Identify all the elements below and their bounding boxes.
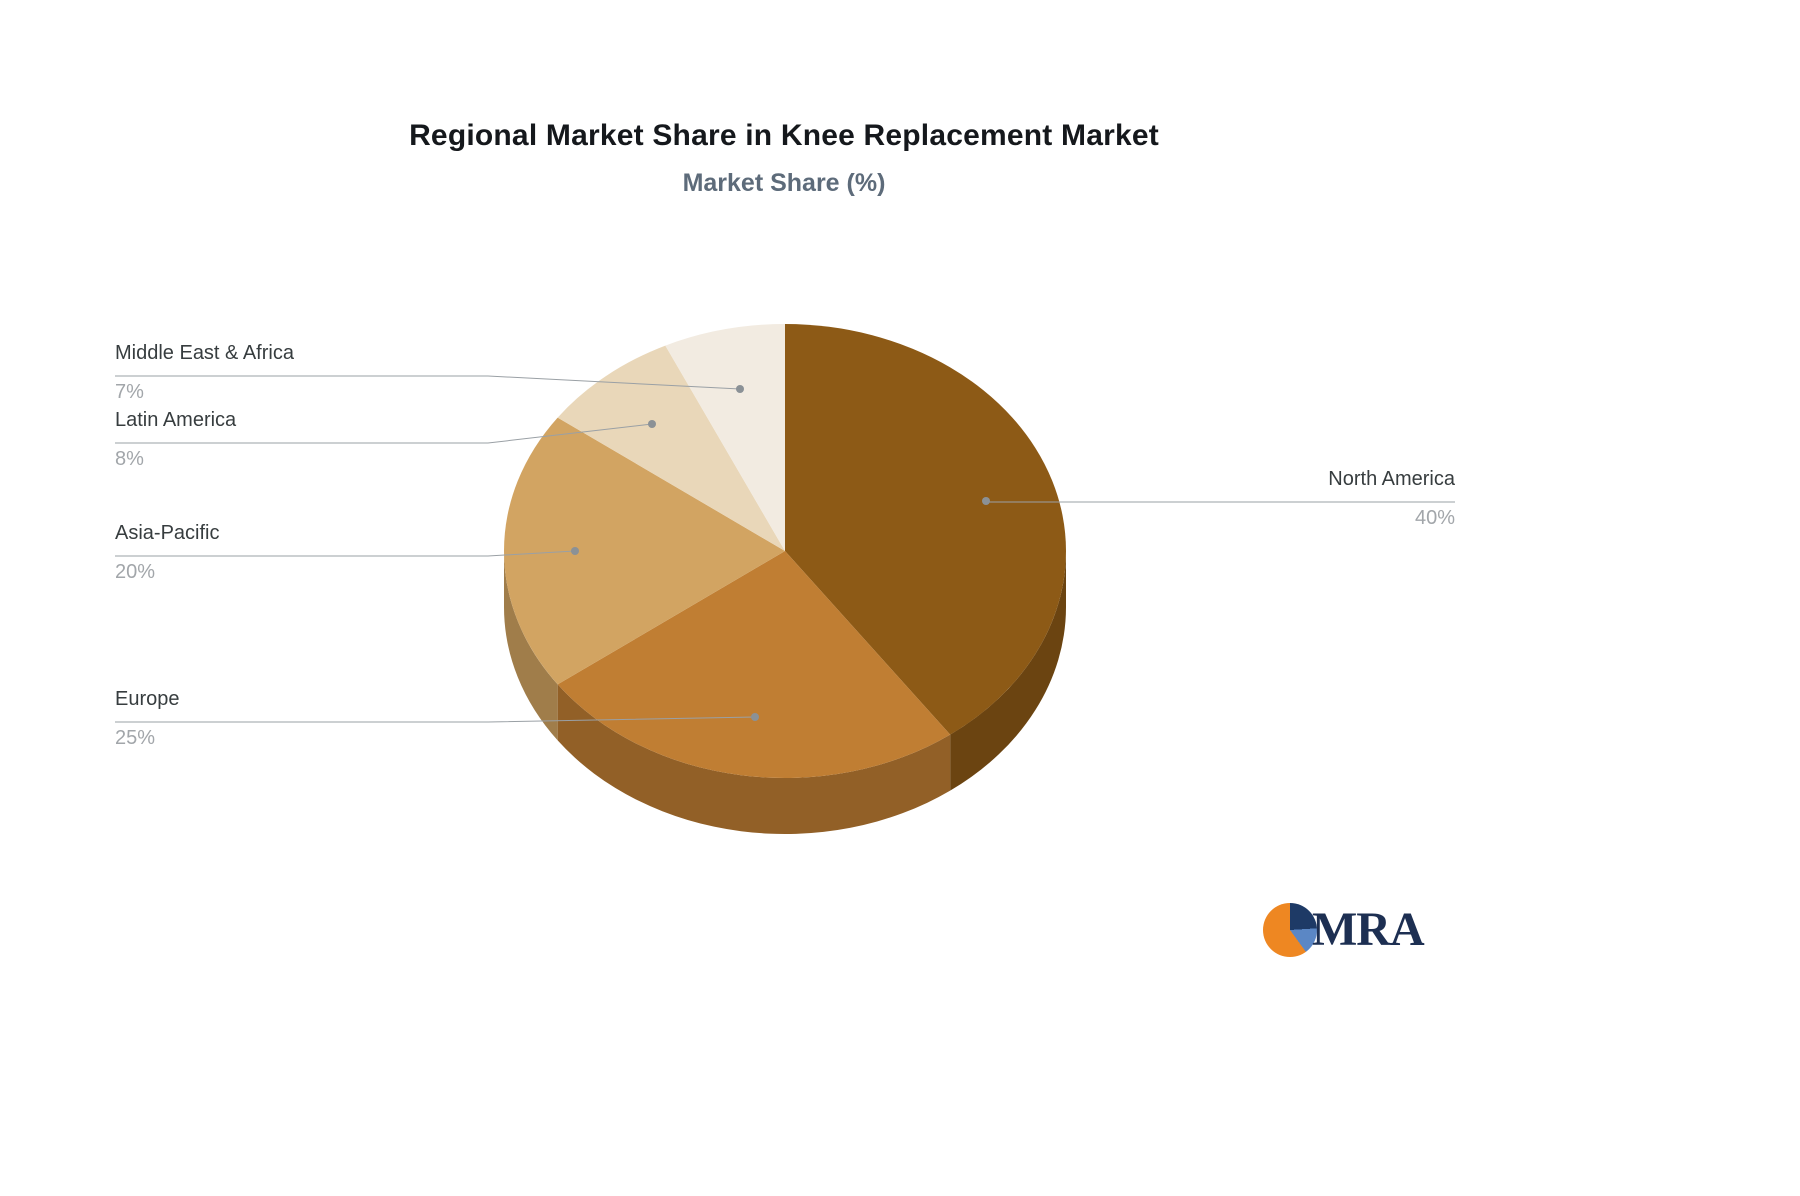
pie-slice-middle-east-and-africa[interactable] — [665, 324, 785, 551]
pie-slice-europe[interactable] — [557, 551, 951, 778]
leader-line-middle-east-and-africa — [115, 375, 741, 390]
mra-logo-icon — [1263, 903, 1317, 957]
chart-subtitle: Market Share (%) — [682, 169, 886, 197]
pie-slice-north-america[interactable] — [785, 324, 1066, 735]
leader-dot-north-america — [982, 497, 990, 505]
leader-line-europe — [115, 716, 756, 723]
pie-slice-side-north-america — [950, 551, 1066, 791]
mra-logo-text: MRA — [1312, 903, 1425, 956]
leader-dot-middle-east-and-africa — [736, 385, 744, 393]
pie-slice-latin-america[interactable] — [557, 345, 785, 551]
chart-title: Regional Market Share in Knee Replacemen… — [409, 119, 1159, 152]
leader-line-asia-pacific — [115, 550, 576, 557]
leader-dot-europe — [751, 713, 759, 721]
pie-slice-asia-pacific[interactable] — [504, 417, 785, 685]
pie-slice-side-europe — [557, 684, 951, 834]
mra-logo: MRA — [1263, 903, 1425, 957]
leader-dot-asia-pacific — [571, 547, 579, 555]
pie-slice-side-asia-pacific — [504, 551, 558, 741]
leader-dot-latin-america — [648, 420, 656, 428]
leader-line-latin-america — [115, 423, 653, 444]
